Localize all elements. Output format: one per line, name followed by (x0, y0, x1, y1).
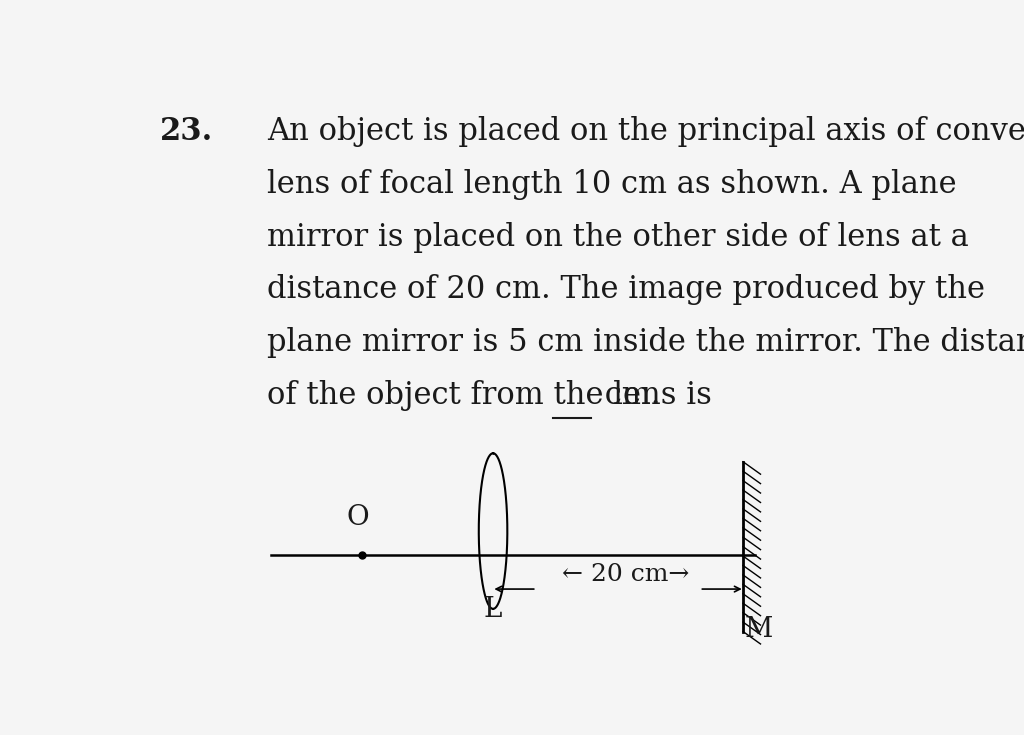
Text: M: M (744, 616, 773, 643)
Text: mirror is placed on the other side of lens at a: mirror is placed on the other side of le… (267, 222, 969, 253)
Text: 23.: 23. (160, 117, 213, 148)
Text: O: O (347, 504, 370, 531)
Text: lens of focal length 10 cm as shown. A plane: lens of focal length 10 cm as shown. A p… (267, 169, 956, 200)
Text: of the object from the lens is: of the object from the lens is (267, 380, 712, 411)
Text: ← 20 cm→: ← 20 cm→ (562, 563, 690, 587)
Text: L: L (484, 596, 502, 623)
Text: plane mirror is 5 cm inside the mirror. The distance: plane mirror is 5 cm inside the mirror. … (267, 327, 1024, 358)
Text: distance of 20 cm. The image produced by the: distance of 20 cm. The image produced by… (267, 274, 985, 306)
Text: cm.: cm. (595, 380, 660, 411)
Text: An object is placed on the principal axis of convex: An object is placed on the principal axi… (267, 117, 1024, 148)
